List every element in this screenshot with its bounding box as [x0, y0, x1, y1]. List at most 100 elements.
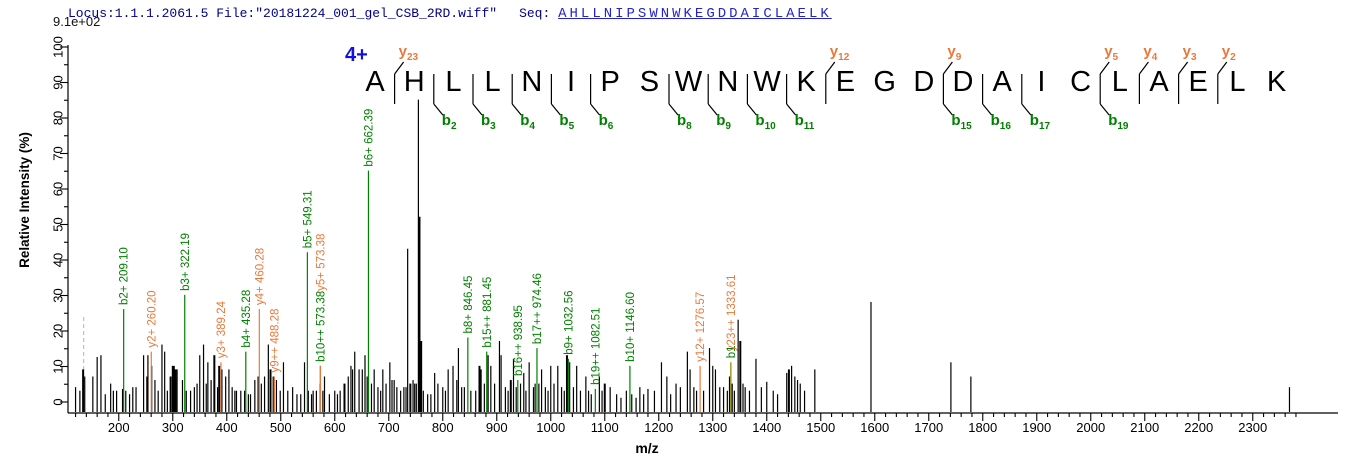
- peak-label-b10+: b10+ 1146.60: [625, 292, 637, 362]
- seq-label: Seq:: [519, 6, 551, 21]
- x-tick-label-900: 900: [486, 420, 508, 435]
- residue-11-W: W: [753, 66, 781, 98]
- b-ion-label-b3: b3: [481, 112, 496, 132]
- y-tick-label-50: 50: [51, 217, 66, 231]
- b-ion-label-b11: b11: [794, 112, 815, 132]
- b-ion-label-b10: b10: [755, 112, 776, 132]
- x-tick-label-1000: 1000: [536, 420, 565, 435]
- b-ion-label-b4: b4: [520, 112, 535, 132]
- x-tick-label-1400: 1400: [752, 420, 781, 435]
- residue-20-L: L: [1111, 66, 1128, 98]
- y-tick-label-80: 80: [51, 111, 66, 125]
- residue-8-S: S: [639, 66, 660, 98]
- y-tick-label-60: 60: [51, 182, 66, 196]
- residue-12-K: K: [796, 66, 816, 98]
- cleavage-diagonal: [746, 103, 757, 116]
- peak-label-y4+: y4+ 460.28: [254, 248, 266, 305]
- residue-24-K: K: [1266, 66, 1287, 98]
- cleavage-diagonal: [982, 103, 993, 116]
- x-tick-label-1900: 1900: [1022, 420, 1051, 435]
- b-ion-label-b17: b17: [1029, 112, 1051, 132]
- residue-6-I: I: [566, 66, 576, 98]
- y-tick-label-10: 10: [51, 359, 66, 373]
- peak-label-y9++: y9++ 488.28: [269, 309, 281, 373]
- peak-label-b4+: b4+ 435.28: [241, 290, 253, 348]
- residue-1-A: A: [365, 66, 385, 98]
- b-ion-label-b16: b16: [990, 112, 1011, 132]
- peak-label-y2+: y2+ 260.20: [146, 290, 158, 347]
- y-tick-label-0: 0: [51, 398, 66, 405]
- cleavage-diagonal: [942, 61, 953, 75]
- y-ion-label-y9: y9: [947, 43, 962, 63]
- residue-3-L: L: [445, 66, 462, 98]
- residue-9-W: W: [674, 66, 703, 98]
- b-ion-label-b6: b6: [598, 112, 614, 132]
- cleavage-diagonal: [1099, 61, 1110, 75]
- peak-label-y5+: y5+ 573.38: [315, 234, 327, 291]
- x-axis-title: m/z: [635, 440, 658, 456]
- residue-19-C: C: [1070, 66, 1092, 98]
- y-tick-label-30: 30: [51, 288, 66, 302]
- peak-label-b19++: b19++ 1082.51: [590, 308, 602, 385]
- peak-label-y12+: y12+ 1276.57: [695, 292, 707, 362]
- peak-label-y23++: y23++ 1333.61: [726, 274, 738, 351]
- cleavage-diagonal: [550, 103, 561, 116]
- x-tick-label-300: 300: [162, 420, 184, 435]
- residue-17-A: A: [992, 66, 1012, 98]
- y-ion-label-y23: y23: [398, 43, 419, 63]
- residue-5-N: N: [521, 66, 543, 98]
- cleavage-diagonal: [707, 103, 718, 116]
- peak-label-b6+: b6+ 662.39: [363, 109, 375, 167]
- x-tick-label-2300: 2300: [1238, 420, 1267, 435]
- cleavage-diagonal: [472, 103, 483, 116]
- cleavage-marks: [393, 61, 1228, 116]
- residue-18-I: I: [1037, 66, 1046, 98]
- peak-label-b8+: b8+ 846.45: [463, 276, 475, 334]
- residue-22-E: E: [1188, 66, 1208, 98]
- cleavage-diagonal: [1217, 61, 1228, 75]
- x-tick-label-1300: 1300: [698, 420, 727, 435]
- y-ion-label-y2: y2: [1221, 43, 1236, 63]
- peak-label-b1: b1: [726, 346, 738, 359]
- x-tick-label-1500: 1500: [806, 420, 835, 435]
- residue-16-D: D: [952, 66, 974, 98]
- y-tick-label-70: 70: [51, 146, 66, 160]
- y-tick-label-100: 100: [51, 36, 66, 58]
- cleavage-diagonal: [1021, 103, 1032, 116]
- locus-file-text: Locus:1.1.1.2061.5 File:"20181224_001_ge…: [68, 6, 498, 21]
- residue-7-P: P: [600, 66, 620, 98]
- x-tick-label-1800: 1800: [968, 420, 997, 435]
- cleavage-diagonal: [394, 61, 405, 75]
- x-tick-label-2000: 2000: [1076, 420, 1105, 435]
- y-axis-title: Relative Intensity (%): [17, 132, 32, 268]
- x-tick-label-2100: 2100: [1130, 420, 1159, 435]
- cleavage-diagonal: [825, 61, 836, 75]
- residue-21-A: A: [1149, 66, 1169, 98]
- residue-15-D: D: [913, 66, 935, 98]
- peptide-sequence-text: AHLLNIPSWNWKEGDDAICLAELK: [558, 6, 832, 22]
- residue-4-L: L: [484, 66, 501, 98]
- x-tick-label-500: 500: [270, 420, 292, 435]
- residue-14-G: G: [873, 66, 896, 98]
- peak-label-b5+: b5+ 549.31: [302, 190, 314, 248]
- residue-10-N: N: [717, 66, 739, 98]
- y-ion-label-y4: y4: [1143, 43, 1158, 63]
- y-ion-label-y12: y12: [829, 43, 850, 63]
- x-tick-label-600: 600: [324, 420, 346, 435]
- b-ion-label-b2: b2: [441, 112, 457, 132]
- peak-label-b9+: b9+ 1032.56: [563, 290, 575, 354]
- residue-2-H: H: [403, 66, 425, 98]
- y-tick-label-90: 90: [51, 75, 66, 89]
- max-intensity-label: 9.1e+02: [53, 14, 101, 29]
- cleavage-diagonal: [1138, 61, 1149, 75]
- x-tick-label-1600: 1600: [860, 420, 889, 435]
- peak-label-b2+: b2+ 209.10: [119, 247, 131, 305]
- y-ion-label-y5: y5: [1104, 43, 1119, 63]
- b-ion-label-b5: b5: [559, 112, 575, 132]
- cleavage-diagonal: [668, 103, 679, 116]
- b-ion-label-b8: b8: [677, 112, 692, 132]
- residue-23-L: L: [1229, 66, 1246, 98]
